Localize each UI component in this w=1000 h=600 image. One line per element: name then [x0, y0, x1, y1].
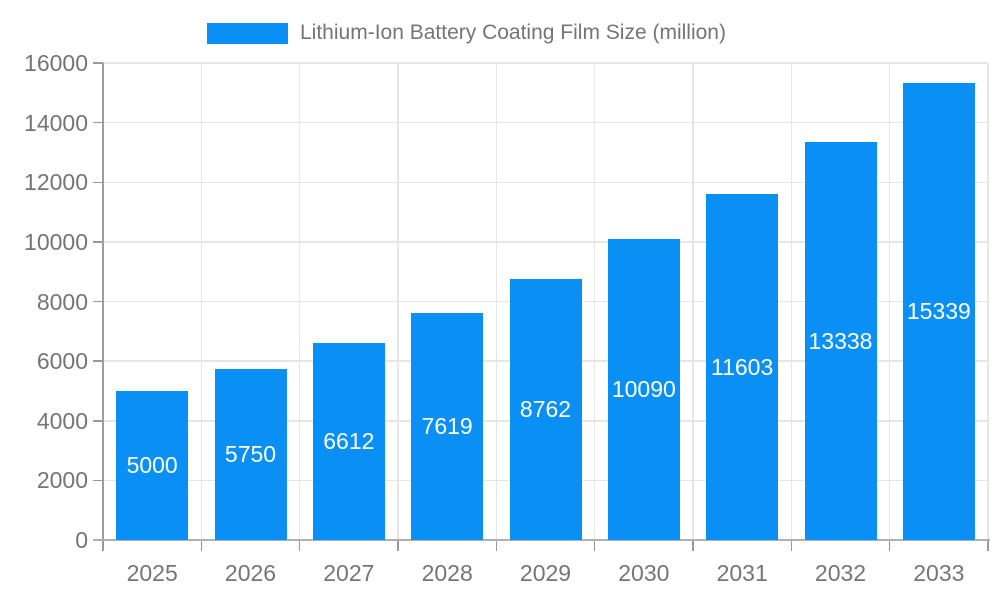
y-tick-label: 14000: [24, 109, 88, 136]
y-tick: [93, 181, 103, 183]
v-gridline: [397, 63, 399, 540]
x-tick-label: 2033: [913, 560, 965, 586]
y-tick: [93, 62, 103, 64]
bar: 6612: [312, 342, 385, 540]
x-tick-label: 2028: [421, 560, 473, 586]
h-gridline: [103, 181, 988, 183]
y-tick-label: 2000: [36, 467, 88, 494]
v-gridline: [888, 63, 891, 540]
x-tick: [495, 540, 498, 551]
bar: 10090: [607, 239, 680, 540]
x-tick: [692, 540, 694, 551]
y-tick-label: 6000: [36, 348, 88, 375]
y-tick-label: 12000: [24, 169, 88, 196]
bar: 5000: [116, 390, 189, 540]
bar: 7619: [411, 312, 484, 540]
bar-value-label: 13338: [808, 327, 873, 354]
y-tick-label: 4000: [36, 407, 88, 434]
bar-value-label: 10090: [611, 376, 676, 403]
h-gridline: [103, 62, 988, 64]
y-tick: [93, 121, 103, 124]
x-tick-label: 2032: [814, 560, 867, 586]
x-axis-line: [93, 539, 990, 541]
bar-value-label: 15339: [906, 297, 971, 324]
x-tick: [987, 540, 989, 551]
x-tick-label: 2025: [126, 560, 178, 586]
x-tick: [593, 540, 596, 551]
x-tick: [790, 540, 793, 551]
y-tick-label: 8000: [36, 288, 88, 315]
y-tick: [93, 241, 103, 243]
v-gridline: [495, 63, 498, 540]
bar-value-label: 7619: [421, 412, 473, 439]
v-gridline: [593, 63, 596, 540]
bar: 8762: [509, 278, 582, 540]
bar: 13338: [804, 142, 877, 540]
legend-label: Lithium-Ion Battery Coating Film Size (m…: [300, 21, 726, 44]
v-gridline: [692, 63, 694, 540]
y-tick: [93, 479, 103, 482]
y-tick: [93, 360, 103, 362]
x-tick: [888, 540, 891, 551]
v-gridline: [987, 63, 989, 540]
v-gridline: [200, 63, 203, 540]
bar: 11603: [706, 194, 779, 540]
bar-value-label: 6612: [323, 427, 375, 454]
x-tick: [102, 540, 104, 551]
x-tick: [298, 540, 301, 551]
x-tick-label: 2027: [323, 560, 375, 586]
y-tick-label: 10000: [24, 228, 88, 255]
v-gridline: [298, 63, 301, 540]
x-tick: [200, 540, 203, 551]
x-tick-label: 2029: [519, 560, 572, 586]
h-gridline: [103, 241, 988, 243]
bar: 15339: [902, 82, 975, 540]
bar-value-label: 11603: [711, 353, 774, 380]
x-tick-label: 2031: [716, 560, 768, 586]
y-tick: [93, 420, 103, 422]
bar-value-label: 8762: [519, 395, 572, 422]
x-tick-label: 2026: [224, 560, 277, 586]
legend: Lithium-Ion Battery Coating Film Size (m…: [207, 21, 726, 45]
bar-value-label: 5000: [126, 451, 178, 478]
x-tick: [397, 540, 399, 551]
y-tick-label: 16000: [24, 50, 88, 76]
bar: 5750: [214, 368, 287, 540]
v-gridline: [790, 63, 793, 540]
legend-swatch: [207, 22, 288, 44]
y-axis-line: [102, 63, 104, 540]
bar-value-label: 5750: [224, 440, 277, 467]
y-tick: [93, 300, 103, 303]
x-tick-label: 2030: [618, 560, 670, 586]
y-tick-label: 0: [75, 527, 88, 553]
h-gridline: [103, 121, 988, 124]
